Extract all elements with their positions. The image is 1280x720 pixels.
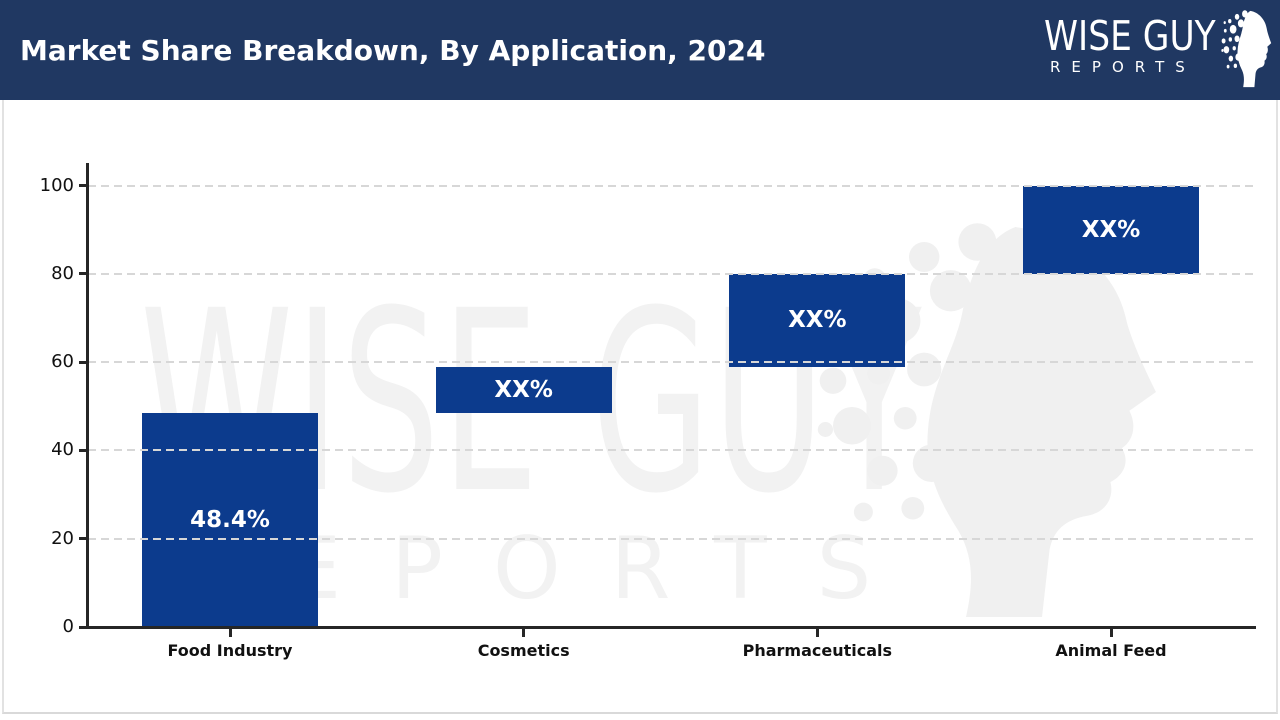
bar-food-industry: 48.4%: [142, 413, 318, 627]
y-tick-80: [79, 272, 87, 276]
chart-title: Market Share Breakdown, By Application, …: [20, 34, 766, 67]
bar-value-label-pharmaceuticals: XX%: [788, 307, 847, 334]
gridline-60: [88, 361, 1254, 364]
bar-value-label-food-industry: 48.4%: [190, 507, 270, 534]
bar-value-label-animal-feed: XX%: [1081, 216, 1141, 243]
gridline-20: [88, 537, 1254, 540]
y-tick-label-0: 0: [62, 616, 74, 637]
bar-animal-feed: XX%: [1023, 185, 1199, 274]
category-label-pharmaceuticals: Pharmaceuticals: [742, 641, 893, 660]
y-tick-label-60: 60: [51, 351, 74, 373]
y-tick-100: [79, 184, 87, 187]
y-axis-line: [86, 163, 89, 629]
x-tick-pharmaceuticals: [815, 629, 819, 637]
y-tick-40: [79, 448, 87, 452]
gridline-80: [88, 272, 1254, 275]
chart-area: WISE GUY REPORTS 0 20 40 60 80 100 48.4% Food I…: [0, 100, 1280, 720]
y-tick-20: [79, 537, 87, 541]
y-tick-label-40: 40: [51, 439, 74, 461]
x-tick-cosmetics: [522, 629, 526, 637]
gridline-40: [88, 449, 1254, 452]
y-tick-label-80: 80: [51, 262, 74, 284]
y-tick-0: [79, 625, 87, 629]
x-tick-food-industry: [228, 629, 232, 637]
y-tick-60: [79, 360, 87, 364]
category-label-cosmetics: Cosmetics: [477, 641, 570, 660]
y-tick-label-20: 20: [51, 527, 74, 549]
y-tick-label-100: 100: [39, 174, 74, 196]
category-label-animal-feed: Animal Feed: [1055, 641, 1167, 660]
gridline-100: [88, 184, 1254, 187]
bar-value-label-cosmetics: XX%: [494, 376, 553, 403]
bar-cosmetics: XX%: [435, 366, 612, 414]
wiseguy-head-icon: [1221, 10, 1272, 88]
figure-border: [2, 100, 1278, 714]
x-tick-animal-feed: [1109, 629, 1113, 637]
header-bar: Market Share Breakdown, By Application, …: [0, 0, 1280, 100]
category-label-food-industry: Food Industry: [167, 641, 293, 660]
x-axis-line: [86, 626, 1256, 629]
logo-wordmark-sub: REPORTS: [1050, 58, 1196, 76]
logo-wordmark: WISE GUY: [1044, 12, 1216, 60]
bar-pharmaceuticals: XX%: [729, 273, 906, 367]
